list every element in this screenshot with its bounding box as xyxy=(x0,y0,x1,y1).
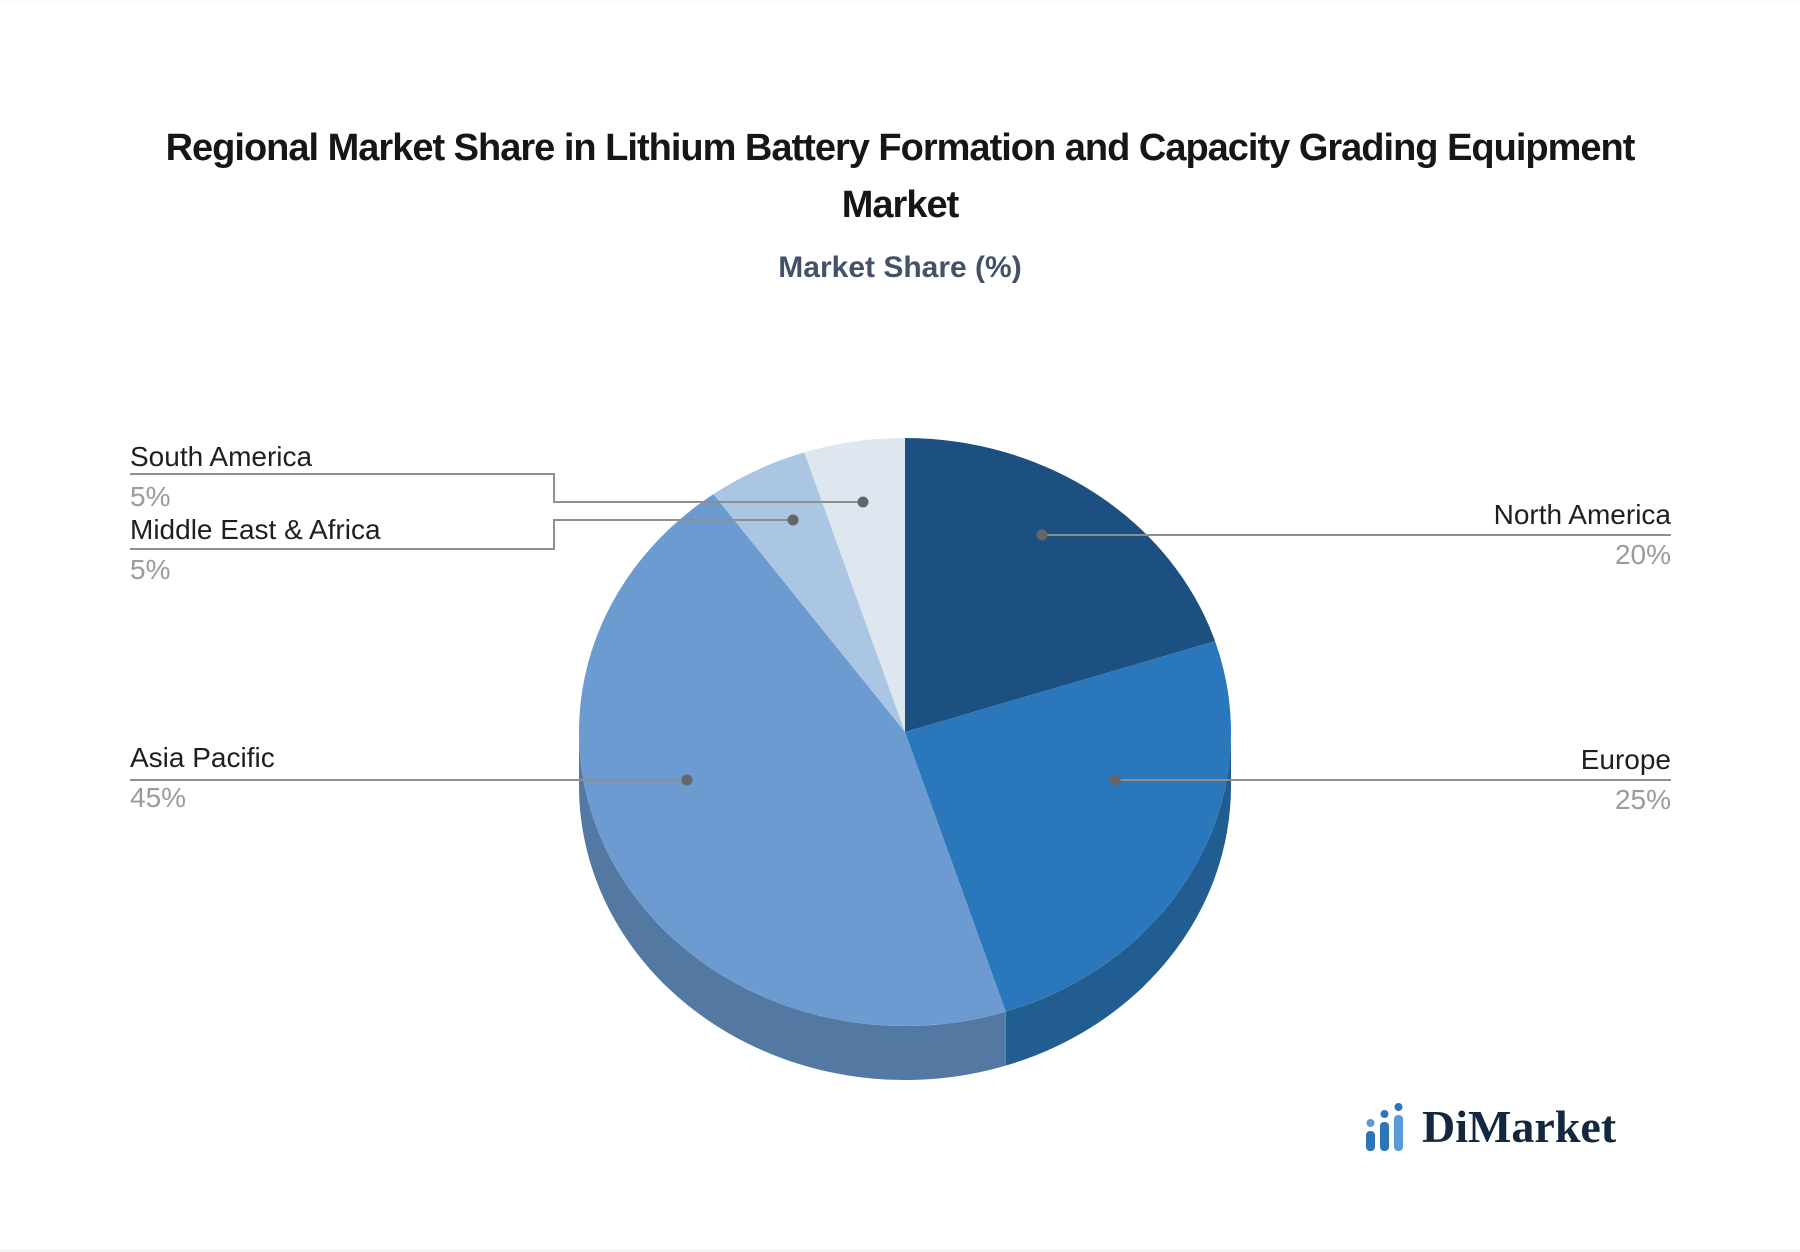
slice-value-middle-east-africa: 5% xyxy=(130,554,171,585)
pie-slice-asia-pacific[interactable] xyxy=(579,494,1006,1026)
pie-side-asia-pacific xyxy=(579,732,1006,1080)
pie-slice-middle-east-africa[interactable] xyxy=(713,452,905,732)
connector-line-middle-east-africa xyxy=(130,519,793,550)
slice-value-north-america: 20% xyxy=(1614,539,1671,570)
slice-value-asia-pacific: 45% xyxy=(130,782,187,813)
callout-middle-east-africa: Middle East & Africa 5% xyxy=(130,514,381,585)
pie-slice-europe[interactable] xyxy=(905,641,1231,1012)
brand-name: DiMarket xyxy=(1422,1101,1617,1152)
connector-dot-middle-east-africa xyxy=(787,514,799,526)
slice-value-south-america: 5% xyxy=(130,481,171,512)
bar-chart-logo-icon xyxy=(1366,1103,1403,1151)
connector-dot-north-america xyxy=(1036,529,1048,541)
callout-south-america: South America 5% xyxy=(130,441,312,512)
callout-north-america: North America 20% xyxy=(1494,499,1671,570)
slice-label-middle-east-africa: Middle East & Africa xyxy=(130,514,381,545)
connector-dot-europe xyxy=(1109,774,1121,786)
chart-title: Regional Market Share in Lithium Battery… xyxy=(165,127,1636,226)
pie-slice-south-america[interactable] xyxy=(804,438,905,732)
slice-label-europe: Europe xyxy=(1580,744,1671,775)
slice-label-asia-pacific: Asia Pacific xyxy=(130,742,275,773)
callout-europe: Europe 25% xyxy=(1581,744,1671,815)
slice-label-north-america: North America xyxy=(1493,499,1671,530)
chart-subtitle: Market Share (%) xyxy=(778,251,1022,284)
dimarket-logo[interactable]: DiMarket xyxy=(1366,1100,1616,1154)
slice-label-south-america: South America xyxy=(130,441,313,472)
callout-asia-pacific: Asia Pacific 45% xyxy=(130,742,275,813)
slice-value-europe: 25% xyxy=(1614,784,1671,815)
pie-side-europe xyxy=(1005,732,1231,1066)
connector-dot-asia-pacific xyxy=(681,774,693,786)
connector-line-south-america xyxy=(130,473,863,503)
pie-slice-north-america[interactable] xyxy=(905,438,1216,732)
connector-dot-south-america xyxy=(857,496,869,508)
